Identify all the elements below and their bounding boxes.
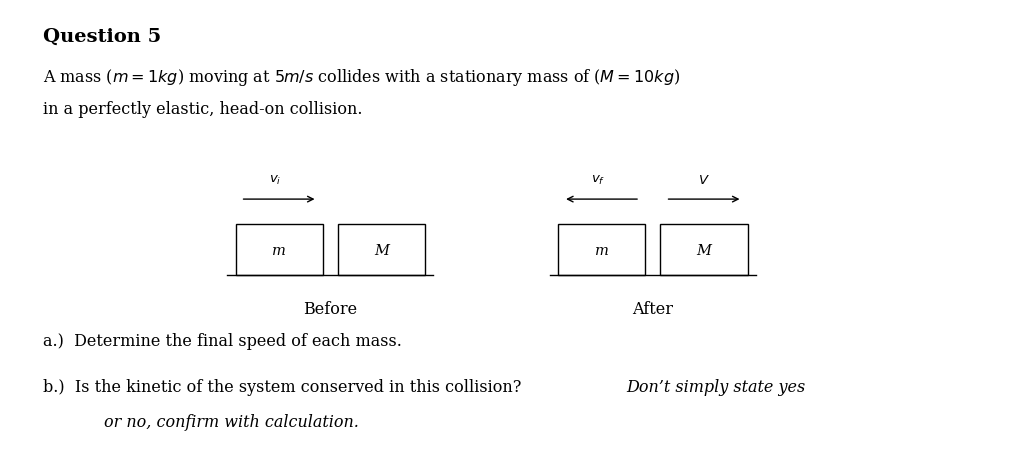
Text: m: m [272,243,286,257]
Text: m: m [595,243,608,257]
Text: $v_i$: $v_i$ [268,174,282,187]
Bar [660,225,748,275]
Text: $V$: $V$ [698,174,710,187]
Text: b.)  Is the kinetic of the system conserved in this collision?: b.) Is the kinetic of the system conserv… [43,379,531,396]
Text: A mass ($m = 1kg$) moving at $5m/s$ collides with a stationary mass of ($M = 10k: A mass ($m = 1kg$) moving at $5m/s$ coll… [43,67,680,88]
Text: M: M [374,243,389,257]
Text: or no, confirm with calculation.: or no, confirm with calculation. [104,413,359,430]
Bar [338,225,425,275]
Text: $v_f$: $v_f$ [592,174,605,187]
Text: in a perfectly elastic, head-on collision.: in a perfectly elastic, head-on collisio… [43,101,362,118]
Text: After: After [632,301,674,318]
Bar [558,225,645,275]
Text: Don’t simply state yes: Don’t simply state yes [627,379,806,396]
Text: Question 5: Question 5 [43,28,161,45]
Bar [236,225,323,275]
Text: M: M [696,243,712,257]
Text: a.)  Determine the final speed of each mass.: a.) Determine the final speed of each ma… [43,333,401,350]
Text: Before: Before [303,301,357,318]
